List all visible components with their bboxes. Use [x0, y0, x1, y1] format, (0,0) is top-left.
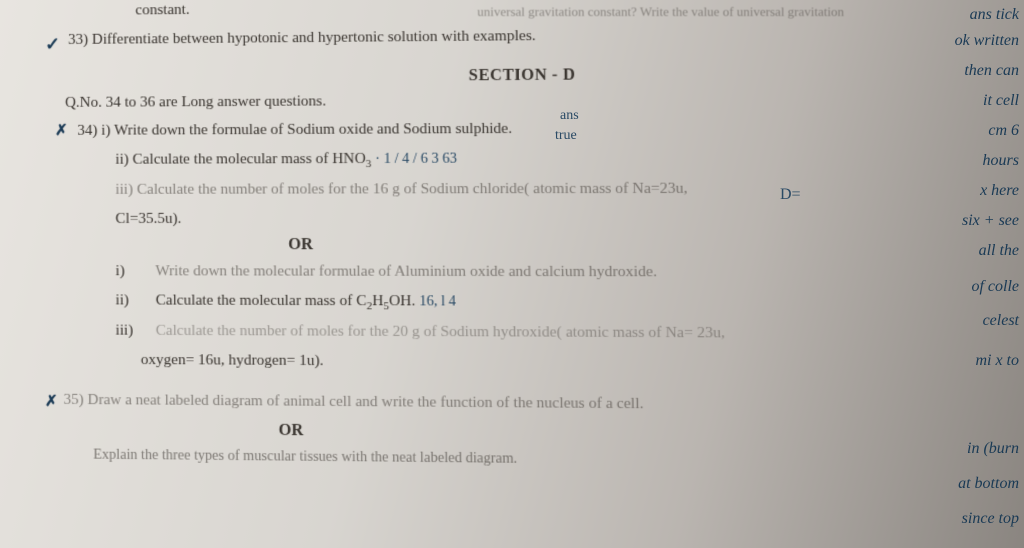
check-icon-2: ✗	[45, 391, 58, 414]
q34-ii: ii) Calculate the molecular mass of HNO3…	[115, 145, 1020, 173]
q35-row: ✗ 35) Draw a neat labeled diagram of ani…	[45, 389, 1024, 421]
alt-ii-b: H	[372, 293, 383, 309]
ann-true: true	[555, 128, 577, 144]
alt-ii-a: Calculate the molecular mass of C	[156, 292, 367, 309]
or-2: OR	[279, 421, 1024, 446]
alt-ii-c: OH.	[389, 293, 415, 309]
exam-page: constant. ✓ 33) Differentiate between hy…	[0, 0, 1024, 475]
side-3: then can	[964, 62, 1019, 80]
side-4: it cell	[983, 92, 1019, 110]
sub3: 3	[366, 157, 372, 169]
or-1: OR	[288, 236, 1021, 255]
alt-ii-hand: 16, l 4	[419, 294, 456, 309]
side-7: x here	[980, 182, 1019, 200]
alt-ii: ii) Calculate the molecular mass of C2H5…	[115, 289, 1022, 317]
q34-ii-text: ii) Calculate the molecular mass of HNO	[115, 150, 365, 167]
side-8: six + see	[962, 212, 1019, 230]
q-range: Q.No. 34 to 36 are Long answer questions…	[65, 86, 1019, 114]
alt-i-text: Write down the molecular formulae of Alu…	[155, 263, 657, 280]
q33-row: ✓ 33) Differentiate between hypotonic an…	[45, 20, 1019, 58]
side-15: since top	[962, 510, 1019, 528]
strike-icon: ✗	[55, 123, 68, 139]
q34-iii-a: iii) Calculate the number of moles for t…	[115, 177, 1020, 202]
q34-ii-handwriting: · 1 / 4 / 6 3 63	[375, 151, 457, 166]
constant-word: constant.	[135, 0, 1018, 22]
ann-ans: ans	[560, 108, 579, 124]
alt-iii-a-text: Calculate the number of moles for the 20…	[156, 323, 725, 342]
q34-i-text: 34) i) Write down the formulae of Sodium…	[77, 121, 512, 139]
q34-i: ✗ 34) i) Write down the formulae of Sodi…	[55, 115, 1020, 142]
alt-iii-b: oxygen= 16u, hydrogen= 1u).	[141, 348, 1023, 376]
q35-text: 35) Draw a neat labeled diagram of anima…	[64, 389, 644, 416]
section-d-heading: SECTION - D	[45, 63, 1019, 88]
side-13: in (burn	[967, 440, 1019, 458]
side-9: all the	[979, 242, 1019, 260]
side-2: ok written	[955, 32, 1019, 50]
side-14: at bottom	[958, 475, 1019, 493]
side-6: hours	[983, 152, 1019, 170]
check-icon: ✓	[45, 31, 60, 58]
roman-iii: iii)	[115, 320, 151, 343]
q33-text: 33) Differentiate between hypotonic and …	[68, 24, 536, 51]
roman-i: i)	[115, 260, 151, 283]
q34-iii-b: Cl=35.5u).	[115, 206, 1021, 230]
roman-ii: ii)	[115, 289, 151, 312]
q34-iii-a-text: iii) Calculate the number of moles for t…	[115, 181, 687, 198]
side-12: mi x to	[975, 352, 1019, 370]
alt-iii-a: iii) Calculate the number of moles for t…	[115, 320, 1022, 347]
side-11: celest	[983, 312, 1019, 330]
alt-i: i) Write down the molecular formulae of …	[115, 260, 1022, 285]
side-1: ans tick	[970, 6, 1019, 24]
side-10: of colle	[971, 278, 1019, 296]
side-5: cm 6	[988, 122, 1019, 140]
ann-df: D=	[780, 186, 801, 204]
bottom-fragment: Explain the three types of muscular tiss…	[93, 444, 1024, 475]
